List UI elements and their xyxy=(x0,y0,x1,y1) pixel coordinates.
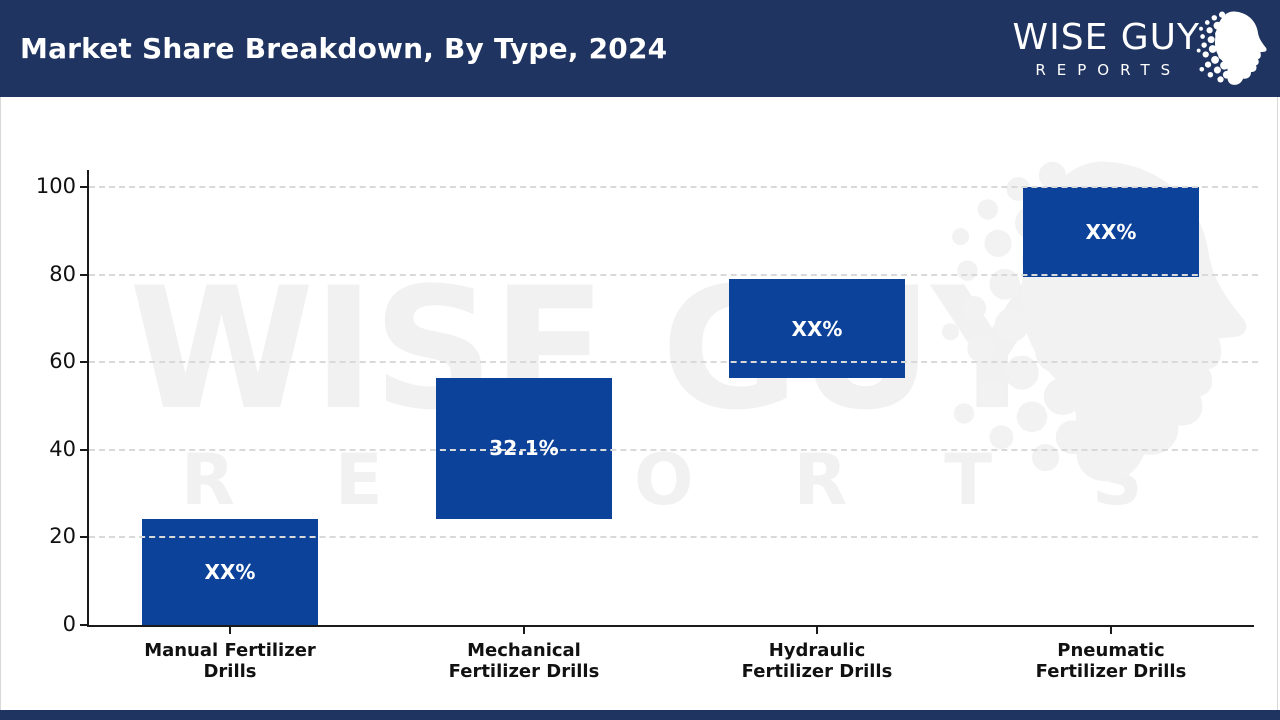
x-category-label-line: Fertilizer Drills xyxy=(448,661,600,682)
bar-value-label: XX% xyxy=(1085,220,1137,245)
gridline-40 xyxy=(89,448,1258,451)
y-axis-line xyxy=(87,170,89,627)
y-tick-mark xyxy=(80,273,88,276)
y-tick-label: 100 xyxy=(35,174,76,198)
y-tick-label: 0 xyxy=(62,612,76,636)
watermark-tagline: REPORTS xyxy=(181,439,1243,521)
bar-value-label: 32.1% xyxy=(489,436,559,461)
logo-wordmark-block: WISE GUY REPORTS xyxy=(1012,16,1201,80)
x-axis-line xyxy=(87,625,1254,627)
x-category-label: Hydraulic Fertilizer Drills xyxy=(670,640,964,682)
header-bar: Market Share Breakdown, By Type, 2024 WI… xyxy=(0,0,1280,97)
logo-wordmark: WISE GUY xyxy=(1012,16,1200,58)
bar-value-label: XX% xyxy=(791,316,843,341)
gridline-80 xyxy=(89,273,1258,276)
bar-segment xyxy=(436,377,612,519)
y-tick-label: 20 xyxy=(49,524,76,549)
bar-segment xyxy=(1023,187,1199,278)
y-tick-mark xyxy=(80,536,88,539)
logo-head-icon xyxy=(1194,3,1272,95)
x-category-label-line: Fertilizer Drills xyxy=(1035,661,1187,682)
x-tick-mark xyxy=(229,627,231,634)
y-tick-label: 80 xyxy=(49,261,76,286)
y-tick-label: 60 xyxy=(49,349,76,374)
y-tick-label: 40 xyxy=(49,436,76,461)
watermark-head-icon xyxy=(930,110,1270,540)
x-category-label-line: Fertilizer Drills xyxy=(741,661,893,682)
bar-segment xyxy=(142,518,318,625)
wise-guy-logo: WISE GUY REPORTS xyxy=(1013,2,1273,95)
x-category-label-line: Manual Fertilizer xyxy=(144,640,316,661)
x-tick-mark xyxy=(523,627,525,634)
x-category-label-line: Mechanical xyxy=(467,640,581,661)
y-tick-mark xyxy=(80,361,88,364)
x-category-label-line: Drills xyxy=(203,661,257,682)
gridline-60 xyxy=(89,361,1258,364)
x-tick-mark xyxy=(1110,627,1112,634)
gridline-100 xyxy=(89,186,1258,188)
gridline-20 xyxy=(89,536,1258,539)
chart-title: Market Share Breakdown, By Type, 2024 xyxy=(20,32,668,65)
y-tick-mark xyxy=(80,186,88,188)
x-category-label: Mechanical Fertilizer Drills xyxy=(377,640,671,682)
x-category-label-line: Pneumatic xyxy=(1057,640,1165,661)
logo-tagline: REPORTS xyxy=(1035,60,1182,79)
y-tick-mark xyxy=(80,624,88,626)
x-category-label: Pneumatic Fertilizer Drills xyxy=(964,640,1258,682)
bar-value-label: XX% xyxy=(204,559,256,584)
x-category-label: Manual Fertilizer Drills xyxy=(83,640,377,682)
footer-bar xyxy=(0,710,1280,720)
x-category-label-line: Hydraulic xyxy=(768,640,866,661)
x-tick-mark xyxy=(816,627,818,634)
y-tick-mark xyxy=(80,448,88,451)
